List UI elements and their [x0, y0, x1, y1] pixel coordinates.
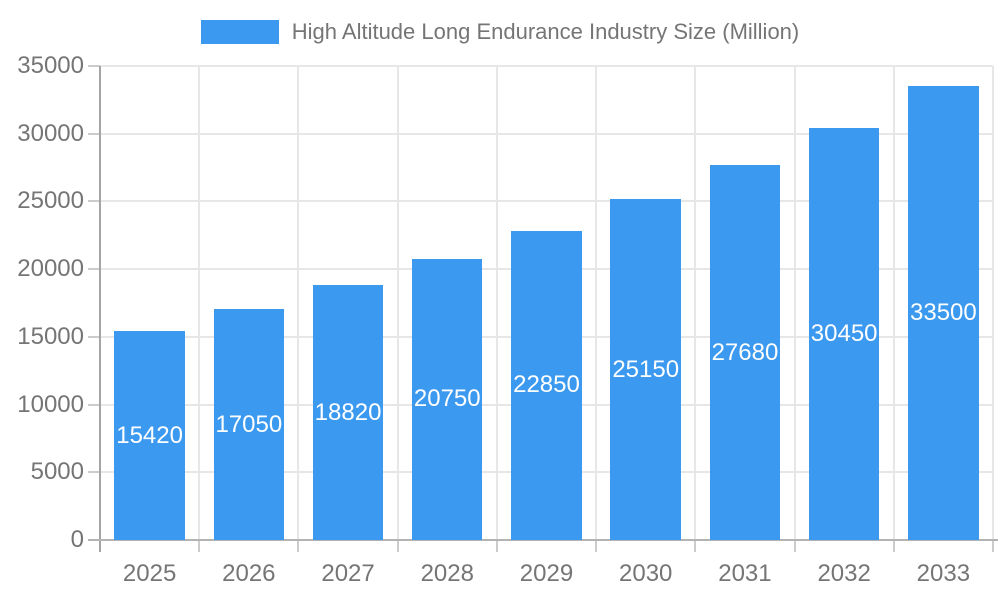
x-axis-tick [694, 540, 697, 552]
x-axis-tick [495, 540, 498, 552]
x-axis-tick [297, 540, 300, 552]
y-axis-tick [88, 132, 100, 135]
x-axis-label: 2031 [718, 560, 772, 587]
y-axis-label: 5000 [30, 458, 84, 486]
y-axis-tick [88, 403, 100, 406]
bar-2029: 22850 [511, 230, 582, 540]
x-gridline [495, 66, 498, 540]
y-axis-label: 25000 [17, 187, 84, 215]
x-gridline [992, 66, 994, 540]
x-axis-label: 2026 [222, 560, 276, 587]
x-axis-label: 2029 [519, 560, 574, 587]
x-axis-label: 2028 [420, 560, 474, 587]
x-axis-label: 2025 [122, 560, 177, 587]
x-gridline [297, 66, 300, 540]
bar-2028: 20750 [412, 258, 483, 540]
y-axis-tick [88, 268, 100, 271]
x-gridline [396, 66, 399, 540]
y-axis-line [99, 66, 101, 552]
x-axis-label: 2030 [619, 560, 673, 587]
y-axis-tick [88, 200, 100, 203]
x-axis-tick [595, 540, 598, 552]
y-axis-tick [88, 65, 100, 67]
bar-2025: 15420 [114, 331, 185, 540]
bar-value-label: 27680 [711, 338, 779, 366]
bar-2033: 33500 [908, 86, 979, 540]
x-axis-label: 2032 [817, 560, 871, 587]
bar-value-label: 22850 [513, 371, 580, 399]
bar-value-label: 18820 [314, 398, 382, 426]
legend-label: High Altitude Long Endurance Industry Si… [291, 19, 800, 44]
bar-value-label: 30450 [810, 319, 878, 347]
x-axis-tick [198, 540, 201, 552]
bar-2026: 17050 [213, 309, 285, 540]
y-gridline [100, 132, 993, 135]
x-axis-line [88, 539, 998, 541]
x-axis-label: 2033 [916, 560, 971, 587]
x-gridline [694, 66, 697, 540]
y-axis-label: 35000 [17, 52, 84, 79]
x-axis-tick [396, 540, 399, 552]
x-gridline [892, 66, 895, 540]
bar-2032: 30450 [808, 127, 880, 540]
y-axis-label: 30000 [17, 119, 84, 147]
bar-2031: 27680 [709, 165, 781, 540]
x-gridline [793, 66, 796, 540]
x-axis-label: 2027 [321, 560, 375, 587]
x-axis-tick [892, 540, 895, 552]
bar-value-label: 25150 [612, 355, 680, 383]
bar-value-label: 20750 [413, 385, 481, 413]
y-axis-label: 10000 [17, 390, 84, 418]
y-axis-tick [88, 335, 100, 338]
y-axis-tick [88, 471, 100, 474]
bar-2030: 25150 [610, 199, 681, 540]
bar-value-label: 17050 [215, 410, 283, 438]
x-gridline [198, 66, 201, 540]
y-axis-label: 15000 [17, 322, 84, 350]
y-axis-label: 20000 [17, 255, 84, 283]
bar-2027: 18820 [312, 285, 384, 540]
legend-swatch [200, 20, 279, 44]
y-gridline [100, 200, 993, 203]
x-axis-tick [992, 540, 994, 552]
legend: High Altitude Long Endurance Industry Si… [0, 14, 1000, 50]
x-axis-tick [793, 540, 796, 552]
y-axis-label: 0 [70, 526, 84, 553]
bar-value-label: 33500 [910, 299, 977, 327]
x-gridline [595, 66, 598, 540]
y-gridline [100, 65, 993, 67]
bar-value-label: 15420 [116, 421, 183, 449]
